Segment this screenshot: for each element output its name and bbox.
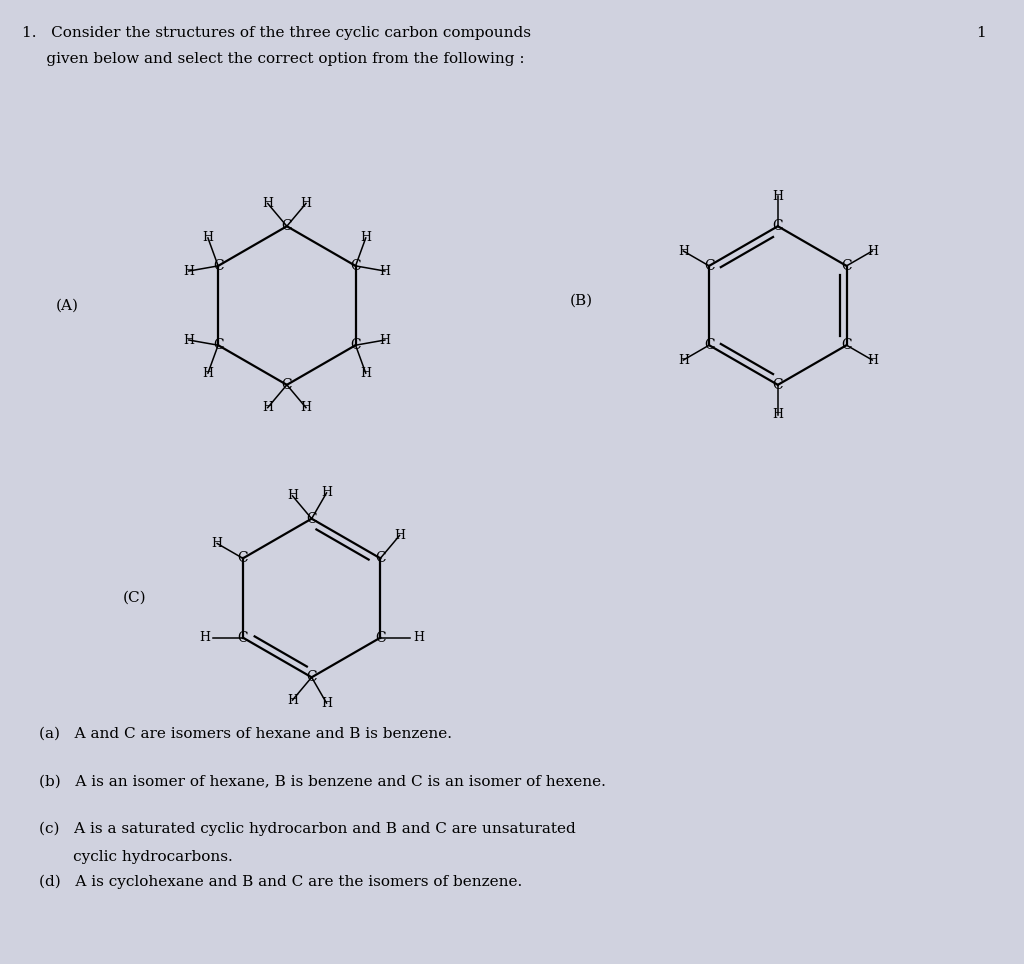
Text: C: C <box>842 259 852 273</box>
Text: H: H <box>772 408 783 421</box>
Text: H: H <box>866 354 878 366</box>
Text: H: H <box>379 334 390 346</box>
Text: (A): (A) <box>55 299 79 312</box>
Text: C: C <box>375 551 386 565</box>
Text: H: H <box>300 401 311 415</box>
Text: 1: 1 <box>976 26 986 40</box>
Text: (B): (B) <box>569 294 593 308</box>
Text: H: H <box>866 245 878 257</box>
Text: H: H <box>212 537 222 550</box>
Text: C: C <box>306 670 317 684</box>
Text: H: H <box>678 245 689 257</box>
Text: H: H <box>394 529 404 542</box>
Text: C: C <box>282 378 292 391</box>
Text: H: H <box>300 197 311 210</box>
Text: (b)   A is an isomer of hexane, B is benzene and C is an isomer of hexene.: (b) A is an isomer of hexane, B is benze… <box>39 774 606 789</box>
Text: C: C <box>306 512 317 525</box>
Text: C: C <box>238 551 248 565</box>
Text: H: H <box>413 631 424 644</box>
Text: H: H <box>321 487 332 499</box>
Text: C: C <box>842 338 852 352</box>
Text: C: C <box>703 259 715 273</box>
Text: (C): (C) <box>123 591 146 605</box>
Text: H: H <box>287 693 298 707</box>
Text: H: H <box>203 366 213 380</box>
Text: H: H <box>262 401 273 415</box>
Text: H: H <box>262 197 273 210</box>
Text: (a)   A and C are isomers of hexane and B is benzene.: (a) A and C are isomers of hexane and B … <box>39 727 452 741</box>
Text: H: H <box>203 231 213 245</box>
Text: C: C <box>350 338 360 352</box>
Text: C: C <box>375 630 386 645</box>
Text: C: C <box>238 630 248 645</box>
Text: H: H <box>183 264 195 278</box>
Text: C: C <box>350 259 360 273</box>
Text: H: H <box>678 354 689 366</box>
Text: H: H <box>287 490 298 502</box>
Text: H: H <box>772 190 783 203</box>
Text: H: H <box>379 264 390 278</box>
Text: cyclic hydrocarbons.: cyclic hydrocarbons. <box>39 850 232 864</box>
Text: H: H <box>321 697 332 710</box>
Text: (c)   A is a saturated cyclic hydrocarbon and B and C are unsaturated: (c) A is a saturated cyclic hydrocarbon … <box>39 822 575 837</box>
Text: C: C <box>213 259 223 273</box>
Text: given below and select the correct option from the following :: given below and select the correct optio… <box>23 52 524 66</box>
Text: C: C <box>213 338 223 352</box>
Text: H: H <box>183 334 195 346</box>
Text: 1.   Consider the structures of the three cyclic carbon compounds: 1. Consider the structures of the three … <box>23 26 531 40</box>
Text: C: C <box>282 219 292 233</box>
Text: (d)   A is cyclohexane and B and C are the isomers of benzene.: (d) A is cyclohexane and B and C are the… <box>39 874 522 889</box>
Text: C: C <box>703 338 715 352</box>
Text: C: C <box>772 219 783 233</box>
Text: H: H <box>200 631 210 644</box>
Text: H: H <box>360 231 372 245</box>
Text: H: H <box>360 366 372 380</box>
Text: C: C <box>772 378 783 391</box>
